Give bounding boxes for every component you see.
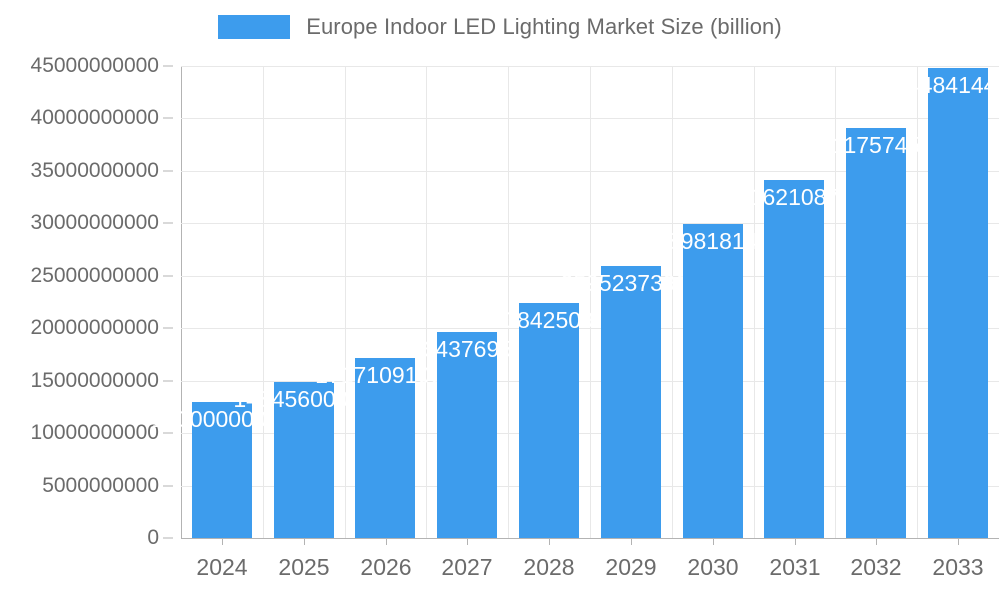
y-axis-tick-label: 15000000000 <box>30 368 159 392</box>
y-axis-tick-mark <box>163 485 173 487</box>
x-axis-tick-label: 2033 <box>932 554 984 580</box>
y-axis-tick-label: 5000000000 <box>42 473 159 497</box>
bar-group[interactable]: 13000000000 <box>152 66 292 538</box>
y-axis-tick-mark <box>163 117 173 119</box>
y-axis-tick-mark <box>163 327 173 329</box>
bar-group[interactable]: 22384250983 <box>479 66 619 538</box>
bar-series: 13000000000 14845600000 17171091000 1964376… <box>152 66 1000 538</box>
y-axis-tick-mark <box>163 65 173 67</box>
y-axis-tick-mark <box>163 537 173 539</box>
bar[interactable] <box>600 265 661 538</box>
x-axis-tick-label: 2027 <box>441 554 493 580</box>
bar[interactable] <box>191 401 252 538</box>
x-axis-tick-label: 2031 <box>769 554 821 580</box>
gridline-vertical <box>263 66 264 538</box>
y-axis-tick-label: 25000000000 <box>30 263 159 287</box>
x-axis: 2024 2025 2026 2027 2028 2029 2030 2031 2032 2033 <box>181 538 999 600</box>
y-axis-tick-mark <box>163 380 173 382</box>
x-axis-tick-mark <box>958 538 959 545</box>
x-axis-tick-mark <box>222 538 223 545</box>
bar-group[interactable]: 19643769584 <box>397 66 538 538</box>
bar[interactable] <box>846 127 907 538</box>
bar[interactable] <box>355 357 416 538</box>
x-axis-tick-label: 2028 <box>523 554 575 580</box>
bar-group[interactable]: 39117574514 <box>807 66 946 538</box>
x-axis-tick-mark <box>467 538 468 545</box>
bar-group[interactable]: 14845600000 <box>233 66 374 538</box>
y-axis-tick-mark <box>163 275 173 277</box>
y-axis-tick-label: 0 <box>147 526 159 549</box>
y-axis-tick-label: 10000000000 <box>30 421 159 445</box>
x-axis-tick-mark <box>304 538 305 545</box>
plot-frame <box>181 66 999 538</box>
bar-group[interactable]: 44841447 <box>907 66 1000 538</box>
gridline-vertical <box>590 66 591 538</box>
y-axis-tick-mark <box>163 222 173 224</box>
y-axis-tick-label: 40000000000 <box>30 106 159 130</box>
x-axis-tick-mark <box>876 538 877 545</box>
x-axis-tick-label: 2025 <box>278 554 330 580</box>
x-axis-tick-mark <box>549 538 550 545</box>
x-axis-tick-label: 2030 <box>687 554 739 580</box>
bar-group[interactable]: 17171091000 <box>315 66 456 538</box>
y-axis-tick-label: 35000000000 <box>30 158 159 182</box>
gridline-vertical <box>835 66 836 538</box>
gridline-vertical <box>917 66 918 538</box>
gridline-vertical <box>345 66 346 538</box>
x-axis-tick-mark <box>795 538 796 545</box>
legend-color-swatch <box>218 15 291 39</box>
y-axis-tick-label: 30000000000 <box>30 211 159 235</box>
x-axis-tick-mark <box>631 538 632 545</box>
gridline-vertical <box>426 66 427 538</box>
bar[interactable] <box>519 303 580 538</box>
chart-legend: Europe Indoor LED Lighting Market Size (… <box>0 14 1000 40</box>
gridline-vertical <box>508 66 509 538</box>
bar-group[interactable]: 25952373900 <box>561 66 701 538</box>
bar-group[interactable]: 34162108721 <box>724 66 865 538</box>
x-axis-tick-label: 2029 <box>605 554 657 580</box>
x-axis-tick-label: 2032 <box>850 554 902 580</box>
legend-label: Europe Indoor LED Lighting Market Size (… <box>306 14 782 39</box>
bar[interactable] <box>273 382 334 538</box>
gridline-horizontal <box>181 538 999 539</box>
y-axis-tick-mark <box>163 170 173 172</box>
bar-group[interactable]: 29898181410 <box>642 66 783 538</box>
x-axis-tick-label: 2026 <box>360 554 412 580</box>
gridline-vertical <box>754 66 755 538</box>
x-axis-tick-label: 2024 <box>196 554 248 580</box>
bar[interactable] <box>682 224 743 538</box>
y-axis: 0 5000000000 10000000000 15000000000 2000000… <box>0 0 181 600</box>
x-axis-tick-mark <box>386 538 387 545</box>
gridline-vertical <box>672 66 673 538</box>
x-axis-tick-mark <box>713 538 714 545</box>
y-axis-tick-label: 45000000000 <box>30 54 159 77</box>
bar[interactable] <box>437 331 498 538</box>
plot-area: 13000000000 14845600000 17171091000 1964376… <box>152 66 1000 539</box>
y-axis-tick-label: 20000000000 <box>30 316 159 340</box>
bar[interactable] <box>928 67 989 538</box>
bar[interactable] <box>764 179 825 538</box>
y-axis-tick-mark <box>163 432 173 434</box>
